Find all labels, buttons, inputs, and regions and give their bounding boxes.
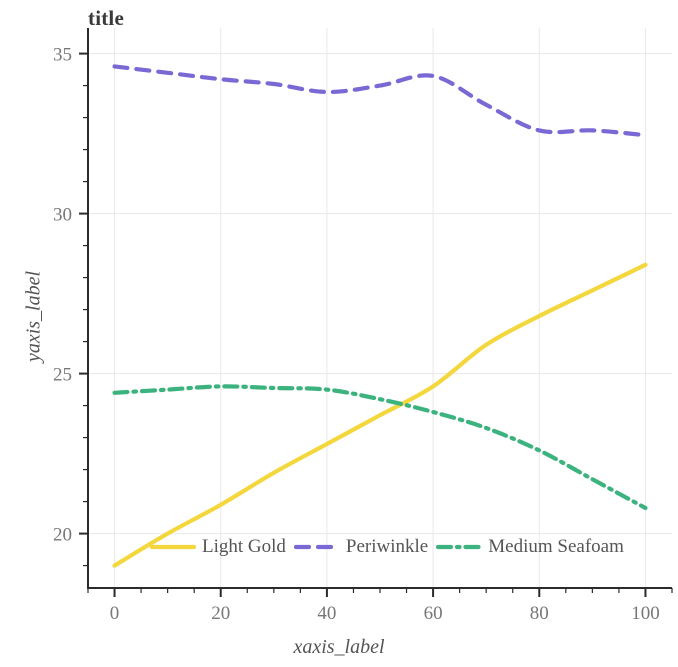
legend-label: Medium Seafoam — [488, 536, 624, 557]
axis-spines-group — [87, 28, 672, 589]
legend-item-periwinkle[interactable]: Periwinkle — [293, 536, 436, 558]
legend-swatch-dashed-icon — [293, 544, 340, 550]
y-tick-label: 20 — [53, 525, 72, 546]
x-tick-label: 20 — [211, 603, 230, 624]
axis-ticks-group — [79, 52, 673, 597]
x-axis-label: xaxis_label — [293, 636, 385, 658]
data-series-group — [112, 64, 648, 568]
x-tick-label: 80 — [530, 603, 549, 624]
y-tick-label: 35 — [53, 45, 72, 66]
legend-label: Light Gold — [202, 536, 286, 557]
series-line-medium-seafoam — [112, 384, 648, 511]
y-axis-label: yaxis_label — [22, 270, 45, 363]
legend-item-medium-seafoam[interactable]: Medium Seafoam — [436, 536, 632, 558]
x-tick-label: 40 — [317, 603, 336, 624]
x-tick-label: 0 — [110, 603, 120, 624]
y-tick-label: 30 — [53, 205, 72, 226]
gridlines-group — [88, 28, 672, 588]
x-tick-label: 60 — [424, 603, 443, 624]
legend-label: Periwinkle — [345, 536, 429, 557]
y-tick-label: 25 — [53, 365, 72, 386]
x-tick-label: 100 — [631, 603, 660, 624]
axis-spine — [87, 28, 672, 589]
page-title: title — [88, 6, 124, 30]
legend-swatch-solid-icon — [150, 544, 196, 550]
legend-swatch-dashdot-icon — [436, 544, 483, 550]
series-line-light-gold — [112, 262, 648, 568]
chart-legend: Light Gold Periwinkle Medium Seafoam — [150, 536, 632, 558]
legend-item-light-gold[interactable]: Light Gold — [150, 536, 294, 558]
tick-labels-group: 0 20 40 60 80 100 20 25 30 35 — [53, 45, 660, 624]
series-line-periwinkle — [112, 64, 648, 138]
